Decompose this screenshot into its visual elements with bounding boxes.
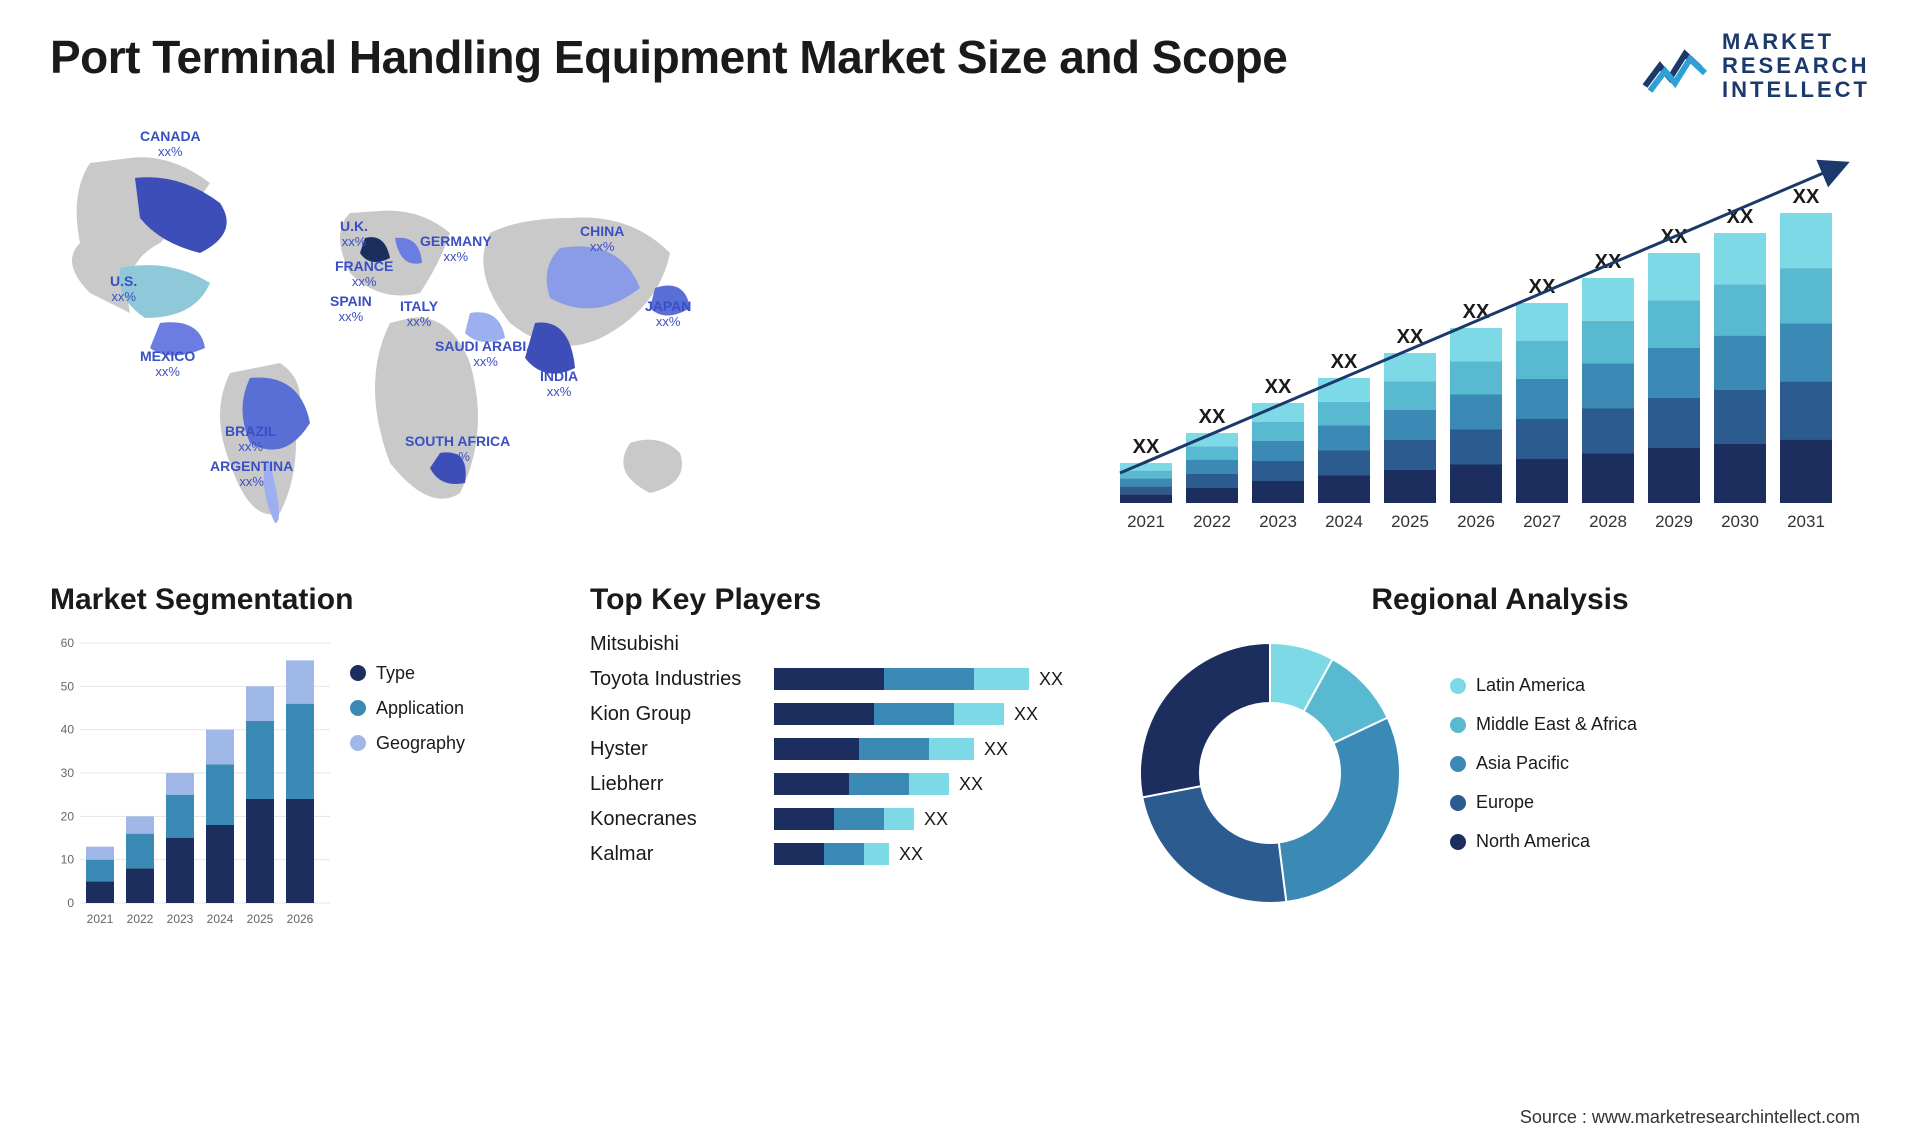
legend-item: North America — [1450, 831, 1637, 852]
regional-legend: Latin America Middle East & Africa Asia Pa… — [1450, 675, 1637, 870]
player-value: XX — [924, 809, 948, 830]
world-map: CANADAxx% U.S.xx% MEXICOxx% BRAZILxx%ARGENT… — [50, 123, 1050, 543]
legend-item: Type — [350, 663, 465, 684]
regional-title: Regional Analysis — [1130, 583, 1870, 617]
svg-text:40: 40 — [61, 722, 75, 736]
svg-text:60: 60 — [61, 636, 75, 650]
svg-text:2022: 2022 — [127, 912, 154, 926]
player-row: Konecranes XX — [590, 808, 1100, 831]
growth-bar-chart: XX2021XX2022XX2023XX2024XX2025XX2026XX20… — [1090, 123, 1870, 543]
player-value: XX — [984, 739, 1008, 760]
svg-text:2021: 2021 — [1127, 512, 1165, 531]
player-row: Toyota Industries XX — [590, 668, 1100, 691]
svg-text:2029: 2029 — [1655, 512, 1693, 531]
player-name: Toyota Industries — [590, 668, 760, 691]
map-label-mexico: MEXICOxx% — [140, 348, 195, 380]
map-label-us: U.S.xx% — [110, 273, 137, 305]
players-chart: Mitsubishi Toyota Industries XX Kion Group X… — [590, 633, 1100, 866]
map-label-argentina: ARGENTINAxx% — [210, 458, 293, 490]
svg-text:2031: 2031 — [1787, 512, 1825, 531]
player-value: XX — [1014, 704, 1038, 725]
svg-text:20: 20 — [61, 809, 75, 823]
map-label-germany: GERMANYxx% — [420, 233, 492, 265]
svg-text:XX: XX — [1331, 351, 1358, 373]
svg-text:10: 10 — [61, 852, 75, 866]
player-row: Kalmar XX — [590, 843, 1100, 866]
map-label-brazil: BRAZILxx% — [225, 423, 276, 455]
source-label: Source : www.marketresearchintellect.com — [1520, 1107, 1860, 1128]
player-value: XX — [959, 774, 983, 795]
map-label-china: CHINAxx% — [580, 223, 624, 255]
svg-text:2026: 2026 — [1457, 512, 1495, 531]
players-title: Top Key Players — [590, 583, 1100, 617]
player-row: Kion Group XX — [590, 703, 1100, 726]
player-row: Mitsubishi — [590, 633, 1100, 656]
svg-text:XX: XX — [1529, 276, 1556, 298]
svg-text:2030: 2030 — [1721, 512, 1759, 531]
player-name: Konecranes — [590, 808, 760, 831]
legend-item: Application — [350, 698, 465, 719]
legend-item: Asia Pacific — [1450, 753, 1637, 774]
segmentation-title: Market Segmentation — [50, 583, 560, 617]
player-value: XX — [1039, 669, 1063, 690]
map-label-saudiarabia: SAUDI ARABIAxx% — [435, 338, 536, 370]
segmentation-legend: Type Application Geography — [350, 633, 465, 933]
player-name: Mitsubishi — [590, 633, 760, 656]
map-label-india: INDIAxx% — [540, 368, 578, 400]
svg-text:2023: 2023 — [167, 912, 194, 926]
player-name: Hyster — [590, 738, 760, 761]
svg-text:2026: 2026 — [287, 912, 314, 926]
brand-logo: MARKET RESEARCH INTELLECT — [1640, 30, 1870, 103]
map-label-italy: ITALYxx% — [400, 298, 438, 330]
svg-text:2023: 2023 — [1259, 512, 1297, 531]
svg-text:XX: XX — [1133, 436, 1160, 458]
svg-text:30: 30 — [61, 766, 75, 780]
player-row: Liebherr XX — [590, 773, 1100, 796]
map-label-spain: SPAINxx% — [330, 293, 372, 325]
svg-text:2025: 2025 — [247, 912, 274, 926]
map-label-japan: JAPANxx% — [645, 298, 691, 330]
player-value: XX — [899, 844, 923, 865]
svg-text:XX: XX — [1199, 406, 1226, 428]
legend-item: Latin America — [1450, 675, 1637, 696]
svg-text:2024: 2024 — [207, 912, 234, 926]
logo-line3: INTELLECT — [1722, 78, 1870, 102]
svg-text:XX: XX — [1793, 186, 1820, 208]
svg-text:2021: 2021 — [87, 912, 114, 926]
svg-text:2024: 2024 — [1325, 512, 1363, 531]
player-name: Kion Group — [590, 703, 760, 726]
svg-text:XX: XX — [1265, 376, 1292, 398]
segmentation-chart: 0 10 20 30 40 50 60 2021 2022 2023 2024 2025 2026 Ty… — [50, 633, 560, 933]
svg-text:2022: 2022 — [1193, 512, 1231, 531]
svg-text:2025: 2025 — [1391, 512, 1429, 531]
page-title: Port Terminal Handling Equipment Market … — [50, 30, 1287, 84]
logo-line2: RESEARCH — [1722, 54, 1870, 78]
map-label-canada: CANADAxx% — [140, 128, 201, 160]
regional-chart: Latin America Middle East & Africa Asia Pa… — [1130, 633, 1870, 913]
svg-text:2028: 2028 — [1589, 512, 1627, 531]
legend-item: Middle East & Africa — [1450, 714, 1637, 735]
logo-line1: MARKET — [1722, 30, 1870, 54]
player-name: Liebherr — [590, 773, 760, 796]
map-label-uk: U.K.xx% — [340, 218, 368, 250]
map-label-france: FRANCExx% — [335, 258, 393, 290]
legend-item: Europe — [1450, 792, 1637, 813]
svg-text:2027: 2027 — [1523, 512, 1561, 531]
logo-mark-icon — [1640, 36, 1710, 96]
player-name: Kalmar — [590, 843, 760, 866]
svg-text:0: 0 — [67, 896, 74, 910]
map-label-southafrica: SOUTH AFRICAxx% — [405, 433, 510, 465]
player-row: Hyster XX — [590, 738, 1100, 761]
legend-item: Geography — [350, 733, 465, 754]
svg-text:50: 50 — [61, 679, 75, 693]
